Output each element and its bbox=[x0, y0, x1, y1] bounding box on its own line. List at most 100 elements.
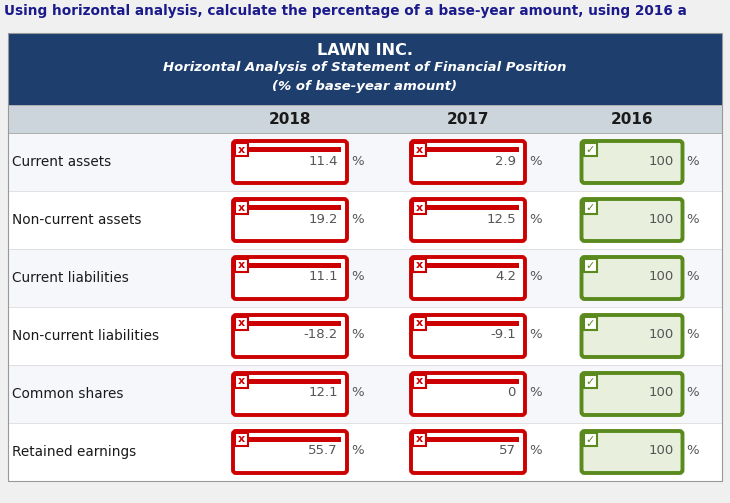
Text: 0: 0 bbox=[507, 386, 516, 399]
FancyBboxPatch shape bbox=[233, 199, 347, 241]
Text: -18.2: -18.2 bbox=[304, 328, 338, 342]
FancyBboxPatch shape bbox=[233, 315, 347, 357]
Text: %: % bbox=[529, 154, 542, 167]
FancyBboxPatch shape bbox=[582, 431, 683, 473]
FancyBboxPatch shape bbox=[417, 379, 519, 384]
Text: 2.9: 2.9 bbox=[495, 154, 516, 167]
Text: Current assets: Current assets bbox=[12, 155, 111, 169]
Text: x: x bbox=[238, 435, 245, 445]
Text: x: x bbox=[416, 203, 423, 212]
FancyBboxPatch shape bbox=[233, 141, 347, 183]
Text: 100: 100 bbox=[648, 386, 674, 399]
Text: x: x bbox=[238, 377, 245, 386]
FancyBboxPatch shape bbox=[583, 317, 596, 330]
Text: 2017: 2017 bbox=[447, 112, 489, 126]
Text: 2018: 2018 bbox=[269, 112, 311, 126]
Text: 11.4: 11.4 bbox=[309, 154, 338, 167]
Text: ✓: ✓ bbox=[585, 261, 595, 271]
Text: x: x bbox=[416, 377, 423, 386]
Text: %: % bbox=[351, 386, 364, 399]
Text: 100: 100 bbox=[648, 328, 674, 342]
Text: %: % bbox=[529, 386, 542, 399]
Text: %: % bbox=[529, 271, 542, 284]
FancyBboxPatch shape bbox=[239, 147, 341, 152]
Text: Retained earnings: Retained earnings bbox=[12, 445, 137, 459]
FancyBboxPatch shape bbox=[411, 199, 525, 241]
Bar bbox=[8, 423, 722, 481]
Text: %: % bbox=[351, 154, 364, 167]
FancyBboxPatch shape bbox=[413, 375, 426, 388]
FancyBboxPatch shape bbox=[411, 257, 525, 299]
FancyBboxPatch shape bbox=[235, 317, 248, 330]
Text: 12.1: 12.1 bbox=[308, 386, 338, 399]
Text: 2016: 2016 bbox=[611, 112, 653, 126]
Bar bbox=[8, 105, 722, 133]
FancyBboxPatch shape bbox=[582, 373, 683, 415]
Text: 55.7: 55.7 bbox=[308, 445, 338, 458]
Bar bbox=[8, 33, 722, 481]
Text: x: x bbox=[416, 435, 423, 445]
FancyBboxPatch shape bbox=[239, 321, 341, 326]
Text: x: x bbox=[238, 318, 245, 328]
Text: 100: 100 bbox=[648, 154, 674, 167]
FancyBboxPatch shape bbox=[239, 263, 341, 268]
Text: 19.2: 19.2 bbox=[309, 212, 338, 225]
FancyBboxPatch shape bbox=[583, 259, 596, 272]
Text: %: % bbox=[529, 445, 542, 458]
FancyBboxPatch shape bbox=[417, 437, 519, 442]
FancyBboxPatch shape bbox=[235, 433, 248, 446]
Text: 100: 100 bbox=[648, 271, 674, 284]
FancyBboxPatch shape bbox=[239, 205, 341, 210]
Text: ✓: ✓ bbox=[585, 144, 595, 154]
Text: LAWN INC.: LAWN INC. bbox=[317, 43, 413, 58]
Text: Using horizontal analysis, calculate the percentage of a base-year amount, using: Using horizontal analysis, calculate the… bbox=[4, 4, 687, 18]
FancyBboxPatch shape bbox=[411, 141, 525, 183]
FancyBboxPatch shape bbox=[411, 315, 525, 357]
FancyBboxPatch shape bbox=[235, 143, 248, 156]
Bar bbox=[8, 365, 722, 423]
Bar bbox=[8, 191, 722, 249]
Bar bbox=[8, 133, 722, 191]
Text: 100: 100 bbox=[648, 445, 674, 458]
FancyBboxPatch shape bbox=[413, 143, 426, 156]
FancyBboxPatch shape bbox=[235, 375, 248, 388]
FancyBboxPatch shape bbox=[413, 317, 426, 330]
FancyBboxPatch shape bbox=[413, 433, 426, 446]
Text: Current liabilities: Current liabilities bbox=[12, 271, 129, 285]
Text: %: % bbox=[351, 328, 364, 342]
FancyBboxPatch shape bbox=[417, 147, 519, 152]
Text: %: % bbox=[686, 328, 699, 342]
Text: ✓: ✓ bbox=[585, 318, 595, 328]
Text: ✓: ✓ bbox=[585, 203, 595, 212]
Text: %: % bbox=[686, 386, 699, 399]
FancyBboxPatch shape bbox=[233, 373, 347, 415]
Text: Common shares: Common shares bbox=[12, 387, 123, 401]
FancyBboxPatch shape bbox=[582, 257, 683, 299]
Text: ✓: ✓ bbox=[585, 435, 595, 445]
Text: x: x bbox=[416, 144, 423, 154]
FancyBboxPatch shape bbox=[583, 201, 596, 214]
FancyBboxPatch shape bbox=[239, 437, 341, 442]
Text: Non-current assets: Non-current assets bbox=[12, 213, 142, 227]
FancyBboxPatch shape bbox=[239, 379, 341, 384]
Bar bbox=[8, 133, 722, 481]
FancyBboxPatch shape bbox=[413, 201, 426, 214]
Text: -9.1: -9.1 bbox=[491, 328, 516, 342]
FancyBboxPatch shape bbox=[233, 431, 347, 473]
Text: x: x bbox=[238, 261, 245, 271]
Bar bbox=[8, 249, 722, 307]
Text: 12.5: 12.5 bbox=[486, 212, 516, 225]
Bar bbox=[8, 33, 722, 105]
Text: %: % bbox=[686, 154, 699, 167]
Text: 11.1: 11.1 bbox=[308, 271, 338, 284]
FancyBboxPatch shape bbox=[583, 143, 596, 156]
Text: %: % bbox=[529, 212, 542, 225]
FancyBboxPatch shape bbox=[233, 257, 347, 299]
Text: %: % bbox=[529, 328, 542, 342]
Text: x: x bbox=[416, 318, 423, 328]
FancyBboxPatch shape bbox=[417, 263, 519, 268]
FancyBboxPatch shape bbox=[582, 141, 683, 183]
FancyBboxPatch shape bbox=[417, 321, 519, 326]
Text: ✓: ✓ bbox=[585, 377, 595, 386]
Text: %: % bbox=[686, 271, 699, 284]
